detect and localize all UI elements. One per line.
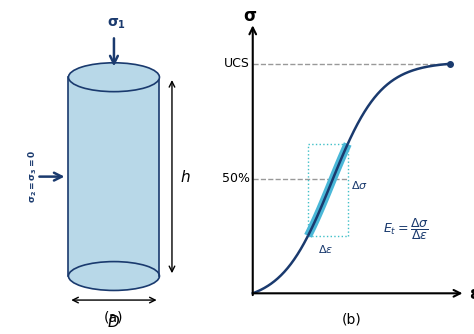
Text: $\Delta\sigma$: $\Delta\sigma$ xyxy=(351,179,368,191)
Text: $\mathbf{\sigma}$: $\mathbf{\sigma}$ xyxy=(243,7,257,25)
Text: $\bf{\sigma_1}$: $\bf{\sigma_1}$ xyxy=(107,16,126,31)
Text: 50%: 50% xyxy=(222,172,250,185)
Polygon shape xyxy=(68,77,159,276)
Text: $\bf{\sigma_2 = \sigma_3 = 0}$: $\bf{\sigma_2 = \sigma_3 = 0}$ xyxy=(27,150,39,203)
Text: (a): (a) xyxy=(104,311,124,325)
Ellipse shape xyxy=(68,262,159,291)
Text: (b): (b) xyxy=(341,313,361,327)
Text: $D$: $D$ xyxy=(108,315,120,331)
Ellipse shape xyxy=(68,63,159,92)
Text: UCS: UCS xyxy=(224,57,250,70)
Text: $E_t = \dfrac{\Delta\sigma}{\Delta\varepsilon}$: $E_t = \dfrac{\Delta\sigma}{\Delta\varep… xyxy=(383,216,429,242)
Text: $\mathbf{\varepsilon}$: $\mathbf{\varepsilon}$ xyxy=(469,286,474,304)
Text: $h$: $h$ xyxy=(180,169,191,185)
Text: $\Delta\varepsilon$: $\Delta\varepsilon$ xyxy=(318,243,334,255)
